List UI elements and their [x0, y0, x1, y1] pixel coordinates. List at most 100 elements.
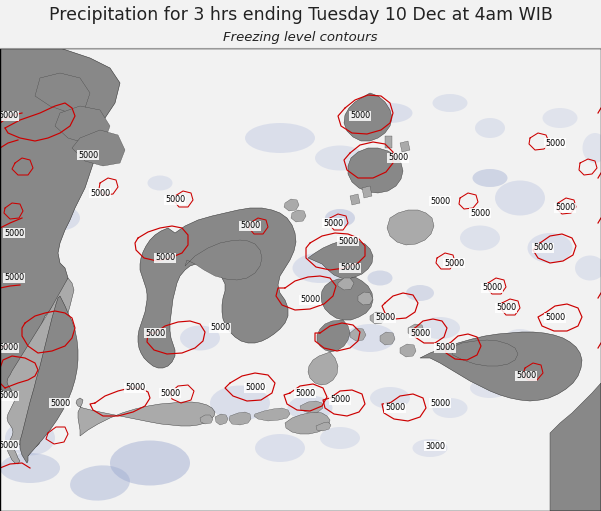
Text: 5000: 5000 [0, 391, 18, 401]
Polygon shape [400, 344, 416, 357]
Polygon shape [20, 296, 78, 463]
Ellipse shape [3, 125, 57, 161]
Polygon shape [321, 277, 373, 320]
Ellipse shape [287, 396, 332, 421]
Ellipse shape [406, 285, 434, 301]
Text: 5000: 5000 [375, 314, 395, 322]
Ellipse shape [293, 253, 347, 283]
Polygon shape [0, 48, 120, 403]
Polygon shape [7, 278, 74, 464]
Text: 5000: 5000 [435, 343, 455, 353]
Ellipse shape [70, 466, 130, 501]
Text: 5000: 5000 [410, 329, 430, 337]
Ellipse shape [22, 338, 78, 378]
Ellipse shape [495, 180, 545, 216]
Ellipse shape [505, 329, 535, 347]
Ellipse shape [582, 133, 601, 163]
Ellipse shape [367, 103, 412, 123]
Ellipse shape [320, 427, 360, 449]
Polygon shape [284, 199, 299, 211]
Polygon shape [72, 130, 125, 166]
Ellipse shape [5, 421, 55, 455]
Polygon shape [285, 412, 330, 434]
Text: 5000: 5000 [4, 228, 24, 238]
Polygon shape [385, 136, 392, 148]
Text: 5000: 5000 [145, 329, 165, 337]
Polygon shape [35, 73, 90, 113]
Ellipse shape [147, 175, 172, 191]
Ellipse shape [433, 94, 468, 112]
Text: 5000: 5000 [160, 388, 180, 398]
Ellipse shape [0, 453, 60, 483]
Ellipse shape [325, 209, 355, 227]
Ellipse shape [575, 256, 601, 281]
Text: 5000: 5000 [516, 371, 536, 381]
Polygon shape [350, 328, 366, 341]
Text: 5000: 5000 [155, 253, 175, 263]
Text: 5000: 5000 [0, 343, 18, 353]
Ellipse shape [475, 118, 505, 138]
Polygon shape [550, 383, 601, 511]
Text: Precipitation for 3 hrs ending Tuesday 10 Dec at 4am WIB: Precipitation for 3 hrs ending Tuesday 1… [49, 6, 552, 25]
Ellipse shape [460, 225, 500, 250]
Text: 5000: 5000 [430, 197, 450, 205]
Ellipse shape [370, 387, 410, 409]
Text: 5000: 5000 [323, 219, 343, 227]
Polygon shape [76, 398, 215, 436]
Text: 5000: 5000 [496, 304, 516, 313]
Text: 5000: 5000 [545, 138, 565, 148]
Text: 5000: 5000 [482, 284, 502, 292]
Polygon shape [408, 324, 424, 337]
Ellipse shape [315, 146, 365, 171]
Text: 5000: 5000 [338, 237, 358, 245]
Polygon shape [291, 210, 306, 222]
Text: 5000: 5000 [0, 440, 18, 450]
Polygon shape [358, 292, 373, 305]
Text: 5000: 5000 [240, 221, 260, 230]
Polygon shape [362, 186, 372, 198]
Polygon shape [200, 415, 213, 424]
Ellipse shape [210, 385, 270, 421]
Text: 5000: 5000 [90, 189, 110, 197]
Polygon shape [400, 141, 410, 152]
Text: 5000: 5000 [0, 111, 18, 121]
Ellipse shape [245, 123, 315, 153]
Text: 5000: 5000 [165, 196, 185, 204]
Polygon shape [138, 208, 296, 368]
Text: 5000: 5000 [295, 388, 315, 398]
Polygon shape [370, 312, 385, 324]
Text: 5000: 5000 [545, 314, 565, 322]
Ellipse shape [412, 439, 448, 457]
Ellipse shape [543, 108, 578, 128]
Polygon shape [185, 240, 262, 280]
Polygon shape [254, 408, 290, 421]
Polygon shape [317, 320, 350, 352]
Ellipse shape [110, 440, 190, 485]
Text: 5000: 5000 [340, 264, 360, 272]
Polygon shape [348, 148, 403, 193]
Polygon shape [300, 401, 323, 413]
Ellipse shape [420, 317, 460, 339]
Ellipse shape [472, 169, 507, 187]
Polygon shape [450, 340, 518, 366]
Text: 5000: 5000 [78, 151, 98, 159]
Text: 5000: 5000 [444, 259, 464, 267]
Polygon shape [308, 352, 338, 385]
Text: 5000: 5000 [330, 396, 350, 405]
Polygon shape [215, 414, 228, 425]
Polygon shape [387, 210, 434, 245]
Text: 5000: 5000 [4, 273, 24, 283]
Ellipse shape [528, 233, 573, 263]
Ellipse shape [543, 358, 578, 378]
Polygon shape [338, 278, 354, 290]
Polygon shape [344, 93, 392, 141]
Text: 5000: 5000 [470, 208, 490, 218]
Ellipse shape [237, 295, 282, 320]
Text: 5000: 5000 [350, 111, 370, 121]
Ellipse shape [180, 326, 220, 351]
Ellipse shape [367, 270, 392, 286]
Polygon shape [420, 332, 582, 401]
Text: 5000: 5000 [300, 295, 320, 305]
Ellipse shape [345, 324, 395, 352]
Text: 5000: 5000 [50, 399, 70, 407]
